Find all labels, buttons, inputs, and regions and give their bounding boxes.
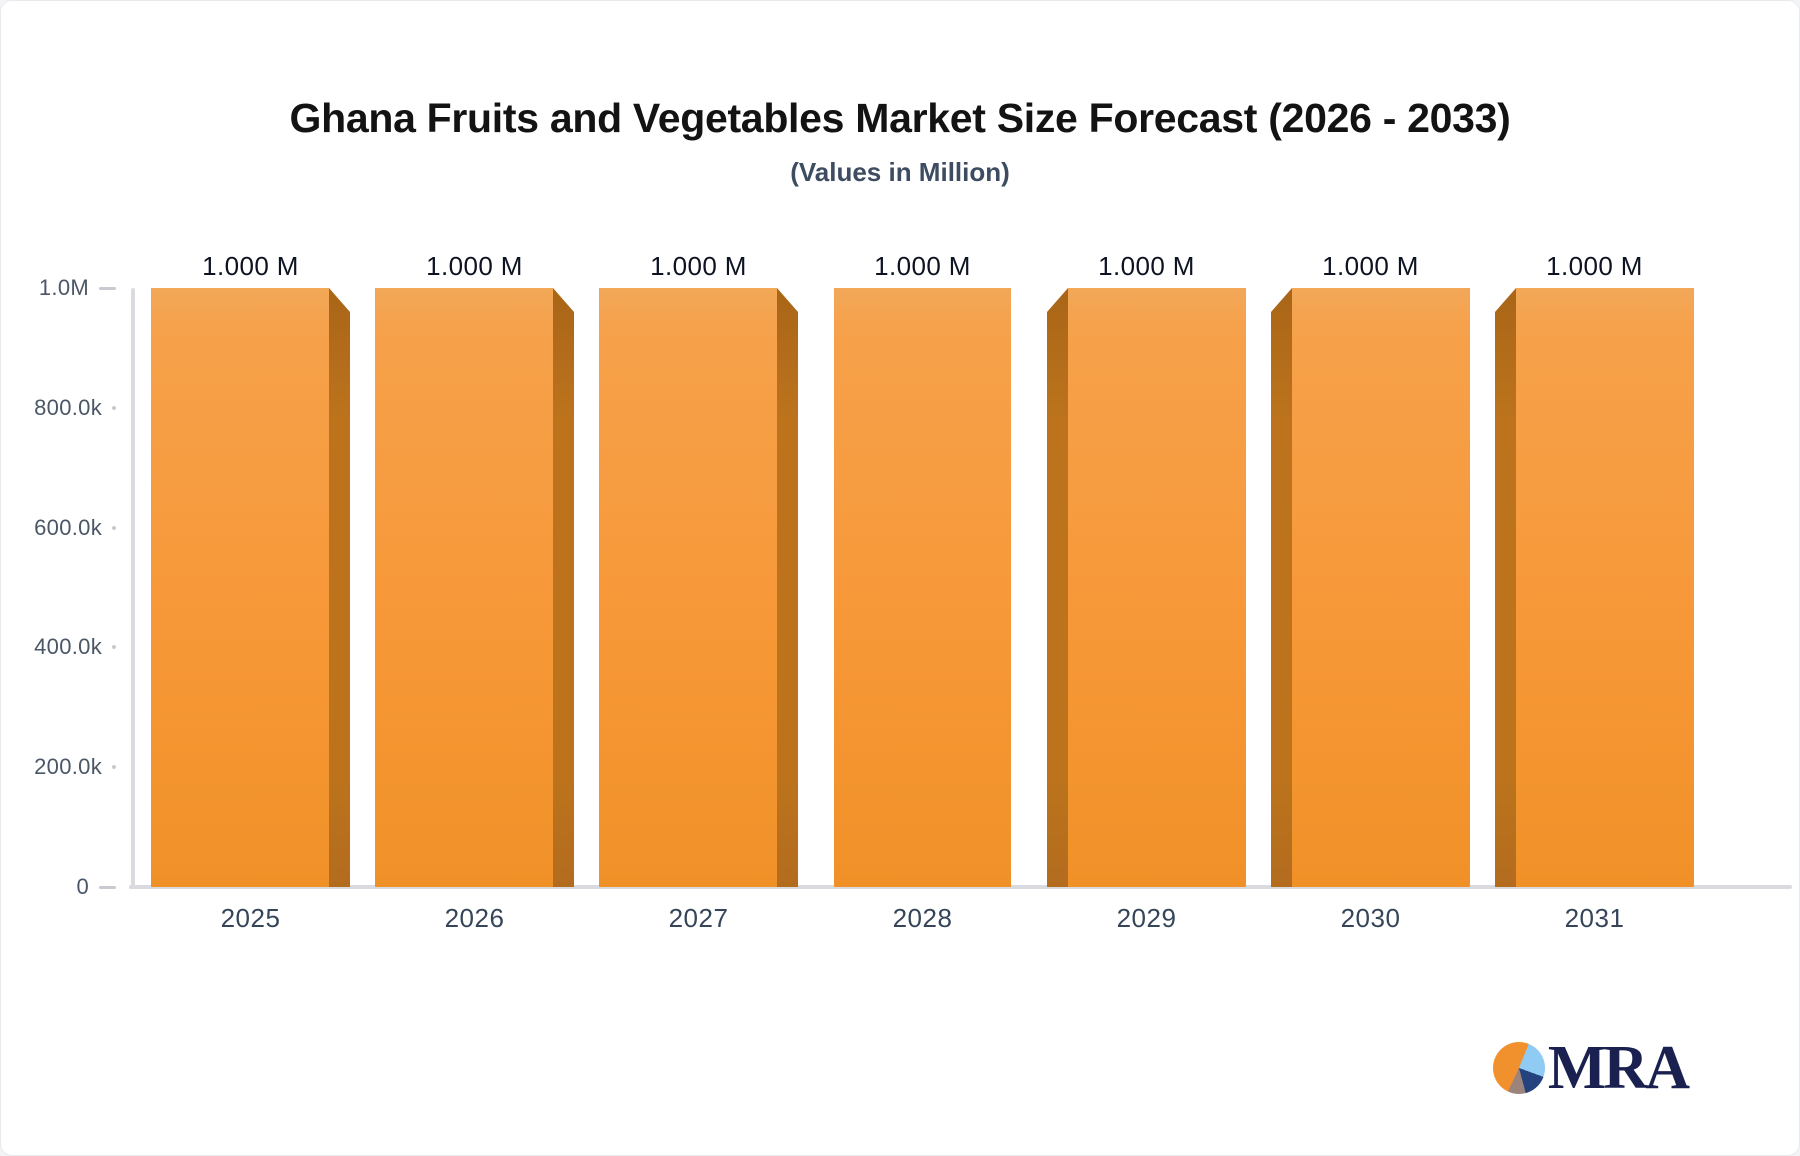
bar-side-face [553, 288, 574, 887]
bar-face [151, 288, 329, 887]
y-tick-label: 800.0k [34, 394, 102, 420]
bar-column-2027[interactable]: 1.000 M [599, 251, 798, 887]
y-tick-800000: 800.0k [34, 395, 116, 421]
y-tick-label: 1.0M [38, 275, 89, 300]
bar-value-label: 1.000 M [1098, 251, 1195, 281]
tick-mark [112, 405, 116, 410]
bar-side-face [777, 288, 798, 887]
bar-column-2031[interactable]: 1.000 M [1495, 251, 1694, 887]
bar-face [1068, 288, 1246, 887]
tick-mark [112, 765, 116, 770]
bar-value-label: 1.000 M [650, 251, 747, 281]
y-tick-400000: 400.0k [34, 634, 116, 660]
bar-column-2030[interactable]: 1.000 M [1271, 251, 1470, 887]
bar-value-label: 1.000 M [202, 251, 299, 281]
tick-mark [112, 525, 116, 530]
y-tick-200000: 200.0k [34, 754, 116, 780]
y-tick-600000: 600.0k [34, 515, 116, 541]
tick-mark [112, 645, 116, 650]
bar-column-2026[interactable]: 1.000 M [375, 251, 574, 887]
bar-value-label: 1.000 M [1546, 251, 1643, 281]
bar-face [375, 288, 553, 887]
y-tick-1000000: 1.0M [39, 275, 116, 301]
logo-text: MRA [1547, 1034, 1690, 1102]
chart-title: Ghana Fruits and Vegetables Market Size … [289, 95, 1511, 141]
y-tick-label: 0 [76, 874, 89, 899]
bar-value-label: 1.000 M [874, 251, 971, 281]
bar-column-2029[interactable]: 1.000 M [1047, 251, 1246, 887]
bar-face [599, 288, 777, 887]
bar-face [1516, 288, 1694, 887]
bar-side-face [1047, 288, 1068, 887]
bar-side-face [1271, 288, 1292, 887]
x-axis-label-2025: 2025 [220, 903, 281, 933]
bar-face [1292, 288, 1470, 887]
bar-side-face [329, 288, 350, 887]
y-tick-label: 600.0k [34, 514, 102, 540]
tick-mark [99, 286, 116, 290]
plot-area: 1.000 M 1.000 M 1.000 M 1.000 M 1.000 M … [151, 251, 1694, 887]
y-tick-label: 200.0k [34, 754, 102, 780]
bar-value-label: 1.000 M [1322, 251, 1419, 281]
x-axis-label-2026: 2026 [444, 903, 505, 933]
bar-face [834, 288, 1011, 887]
bar-side-face [1495, 288, 1516, 887]
mra-logo[interactable]: MRA [1492, 1034, 1690, 1102]
bar-value-label: 1.000 M [426, 251, 523, 281]
x-axis-label-2030: 2030 [1340, 903, 1401, 933]
x-axis: 2025 2026 2027 2028 2029 2030 2031 [151, 903, 1694, 934]
x-axis-line [129, 885, 1792, 889]
bar-column-2028[interactable]: 1.000 M [823, 251, 1022, 887]
x-axis-label-2029: 2029 [1116, 903, 1177, 933]
x-axis-label-2031: 2031 [1564, 903, 1625, 933]
chart-subtitle: (Values in Million) [790, 157, 1010, 187]
x-axis-label-2028: 2028 [892, 903, 953, 933]
x-axis-label-2027: 2027 [668, 903, 729, 933]
tick-mark [99, 885, 116, 889]
pie-chart-logo-icon [1492, 1042, 1545, 1094]
y-axis: 1.0M 800.0k 600.0k 400.0k 200.0k 0 [1, 275, 131, 899]
y-axis-line [131, 288, 135, 889]
bar-column-2025[interactable]: 1.000 M [151, 251, 350, 887]
y-tick-0: 0 [76, 874, 116, 900]
y-tick-label: 400.0k [34, 634, 102, 660]
